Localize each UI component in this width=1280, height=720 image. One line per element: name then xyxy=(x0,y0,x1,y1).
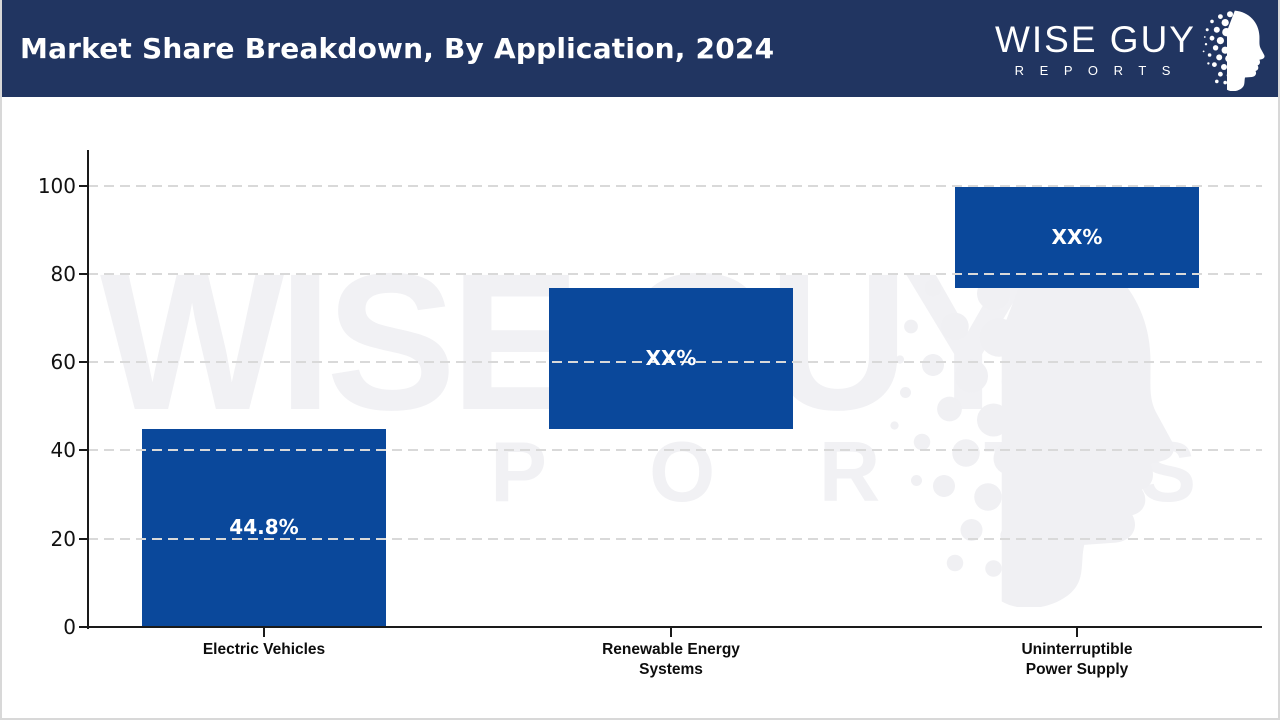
chart-title: Market Share Breakdown, By Application, … xyxy=(20,32,775,65)
y-axis-tick-label: 0 xyxy=(63,615,76,639)
gridline xyxy=(88,537,1262,540)
bar-value-label: XX% xyxy=(1051,224,1103,249)
logo-wordmark: WISE GUY xyxy=(994,18,1196,60)
chart-area: WISE GUY R E P O R T S 0 20 40 60 80 100 44.8%… xyxy=(0,97,1280,720)
y-axis-tick-label: 100 xyxy=(37,173,76,198)
bar-segment xyxy=(142,429,386,627)
bar-segment xyxy=(549,287,793,430)
x-axis-category-label: Uninterruptible Power Supply xyxy=(1021,641,1133,679)
x-axis-line xyxy=(87,626,1262,628)
bar-value-label: XX% xyxy=(645,345,697,370)
x-axis-category-label: Electric Vehicles xyxy=(202,641,326,658)
gridline xyxy=(88,449,1262,452)
y-axis-tick-label: 40 xyxy=(50,438,76,463)
x-axis-tick xyxy=(263,628,265,637)
x-axis-tick xyxy=(670,628,672,637)
y-axis-tick xyxy=(79,361,88,364)
y-axis-tick-label: 80 xyxy=(50,261,76,286)
y-axis-tick xyxy=(79,626,88,628)
y-axis-tick xyxy=(79,184,88,187)
gridline xyxy=(88,361,1262,364)
dotted-head-profile-icon xyxy=(1202,10,1265,91)
y-axis-tick xyxy=(79,449,88,452)
y-axis-tick xyxy=(79,537,88,540)
x-axis-category-label: Renewable Energy Systems xyxy=(602,641,740,679)
bar-segment xyxy=(955,187,1199,288)
gridline xyxy=(88,184,1262,187)
y-axis-tick-label: 20 xyxy=(50,526,76,551)
gridline xyxy=(88,272,1262,275)
wise-guy-logo: WISE GUY R E P O R T S xyxy=(995,7,1272,91)
bar-value-label: 44.8% xyxy=(229,515,299,540)
y-axis-tick xyxy=(79,272,88,275)
x-axis-tick xyxy=(1076,628,1078,637)
y-axis-tick-label: 60 xyxy=(50,350,76,375)
logo-subtext: R E P O R T S xyxy=(1014,62,1177,78)
title-bar: Market Share Breakdown, By Application, … xyxy=(0,0,1280,97)
y-axis-line xyxy=(87,150,89,629)
